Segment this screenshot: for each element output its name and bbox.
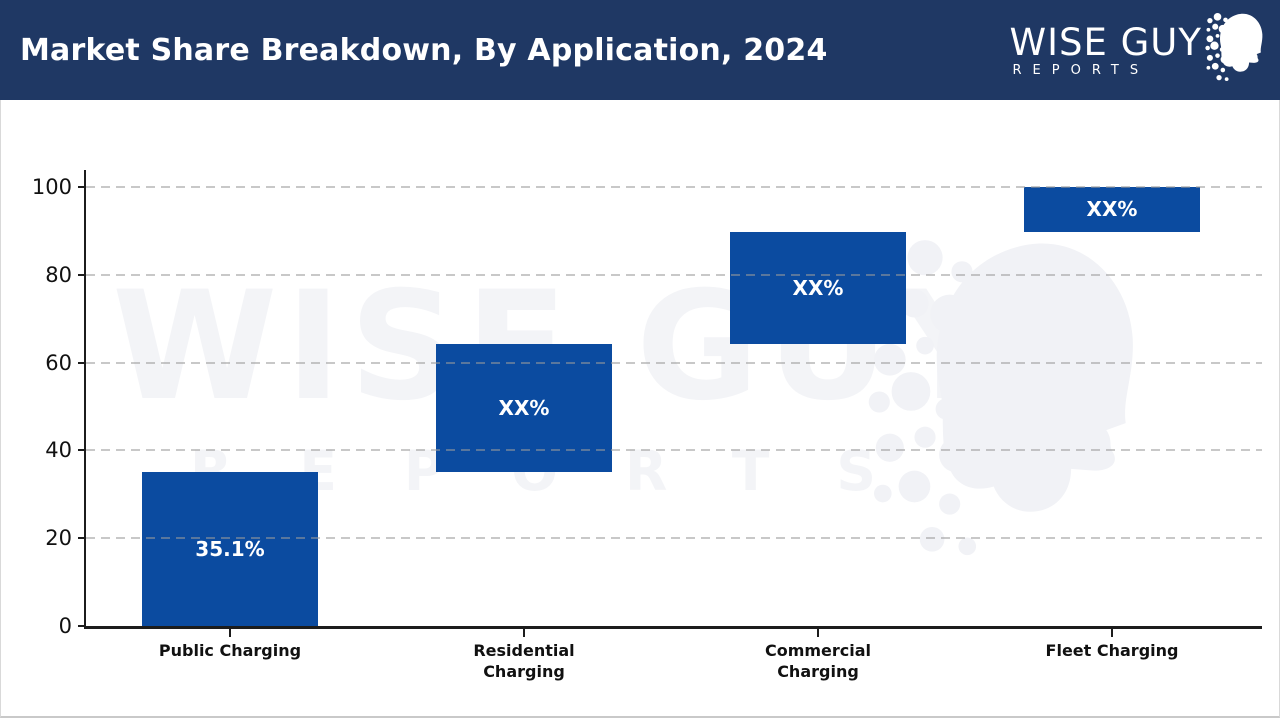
bar-value-label-fleet-charging: XX% <box>1086 197 1138 222</box>
y-tick-mark-20 <box>78 537 86 540</box>
y-tick-label-40: 40 <box>45 438 72 463</box>
bar-commercial-charging <box>730 231 906 345</box>
gridline-80 <box>86 273 1262 276</box>
logo-sub-text: REPORTS <box>1012 62 1150 78</box>
x-tick-mark-public-charging <box>229 629 231 637</box>
y-axis <box>84 170 86 629</box>
x-tick-mark-fleet-charging <box>1111 629 1113 637</box>
y-tick-label-80: 80 <box>45 262 72 287</box>
waterfall-chart: 0 20 40 60 80 100 35.1% Public Charging XX% Resid… <box>0 100 1280 720</box>
x-axis <box>84 626 1262 629</box>
page-title: Market Share Breakdown, By Application, … <box>20 32 828 68</box>
y-tick-label-100: 100 <box>31 175 72 199</box>
logo-name-text: WISE GUY <box>1009 20 1202 64</box>
bar-fleet-charging <box>1024 187 1200 232</box>
bar-public-charging <box>142 471 318 626</box>
y-tick-mark-80 <box>78 273 86 276</box>
gridline-60 <box>86 361 1262 364</box>
y-tick-label-0: 0 <box>58 614 72 638</box>
bar-value-label-residential-charging: XX% <box>498 396 550 421</box>
bar-value-label-public-charging: 35.1% <box>195 536 265 561</box>
y-tick-label-60: 60 <box>45 350 72 375</box>
x-tick-mark-residential-charging <box>523 629 525 637</box>
y-tick-mark-60 <box>78 361 86 364</box>
x-tick-mark-commercial-charging <box>817 629 819 637</box>
wise-guy-reports-logo: WISE GUY REPORTS <box>1010 10 1280 90</box>
y-tick-label-20: 20 <box>45 526 72 551</box>
category-label-fleet-charging: Fleet Charging <box>1045 641 1179 660</box>
header-bar: Market Share Breakdown, By Application, … <box>0 0 1280 100</box>
y-tick-mark-0 <box>78 625 86 627</box>
bar-value-label-commercial-charging: XX% <box>792 275 844 300</box>
category-label-public-charging: Public Charging <box>158 641 302 660</box>
y-tick-mark-40 <box>78 449 86 452</box>
gridline-40 <box>86 449 1262 452</box>
y-tick-mark-100 <box>78 186 86 188</box>
category-label-commercial-charging: Commercial Charging <box>764 641 872 681</box>
watermark-dotted-head <box>856 226 1156 582</box>
category-label-residential-charging: Residential Charging <box>473 641 575 681</box>
dotted-head-logo-icon <box>1204 10 1266 90</box>
